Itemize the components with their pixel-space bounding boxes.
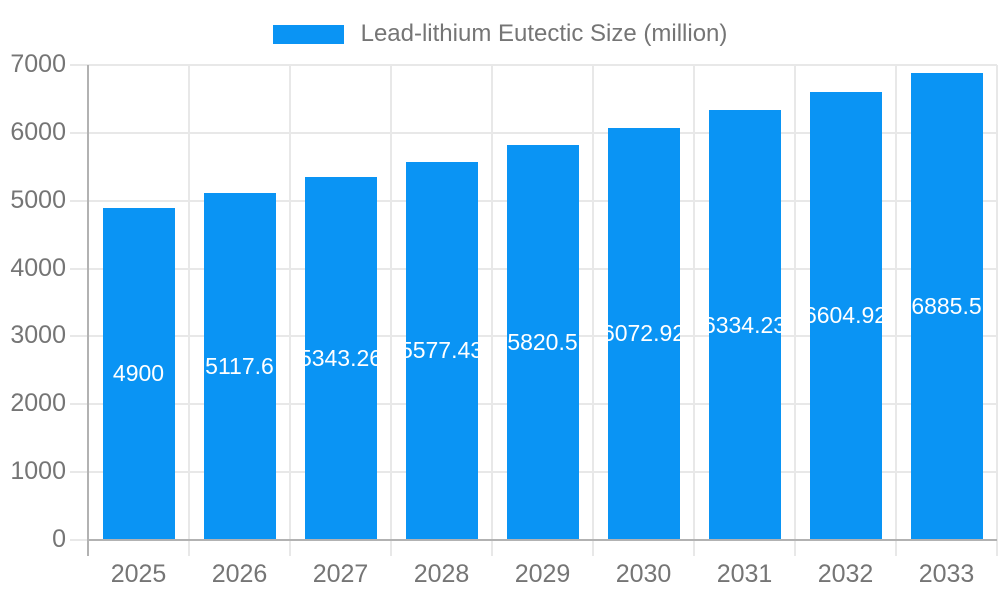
bar: 6334.23 (708, 110, 781, 540)
y-axis-line (87, 65, 89, 556)
h-gridline (88, 131, 997, 134)
bar: 5117.6 (203, 192, 276, 540)
x-tick-label: 2026 (211, 560, 268, 588)
legend: Lead-lithium Eutectic Size (million) (0, 18, 1000, 50)
bar: 5577.43 (405, 161, 478, 540)
y-tick-mark (70, 539, 88, 541)
y-tick-label: 0 (52, 525, 66, 553)
x-axis-line (88, 539, 997, 541)
x-tick-label: 2029 (514, 560, 571, 588)
bar-value-label: 6885.5 (911, 292, 982, 319)
y-tick-mark (70, 64, 88, 66)
bar: 6072.92 (607, 127, 680, 540)
x-tick-label: 2027 (312, 560, 369, 588)
bar-value-label: 6072.92 (607, 320, 680, 347)
y-tick-label: 6000 (10, 117, 66, 146)
v-gridline (996, 65, 998, 556)
v-gridline (390, 65, 392, 556)
bar: 4900 (102, 207, 175, 540)
y-tick-mark (70, 131, 88, 134)
y-tick-label: 3000 (10, 321, 66, 350)
bar-value-label: 5820.5 (507, 329, 578, 355)
legend-label: Lead-lithium Eutectic Size (million) (360, 20, 728, 47)
legend-swatch (272, 24, 344, 44)
x-tick-label: 2032 (817, 560, 874, 588)
bar: 5343.26 (304, 177, 377, 540)
v-gridline (693, 65, 695, 556)
y-tick-label: 5000 (10, 185, 66, 214)
y-tick-mark (70, 267, 88, 270)
x-tick-label: 2025 (110, 560, 167, 588)
y-tick-mark (70, 471, 88, 474)
v-gridline (188, 65, 190, 556)
bar-value-label: 5117.6 (205, 352, 274, 379)
v-gridline (895, 65, 897, 556)
x-tick-label: 2033 (918, 560, 975, 588)
y-tick-label: 1000 (10, 457, 66, 486)
y-tick-label: 4000 (10, 253, 66, 282)
bar-value-label: 4900 (112, 360, 165, 387)
x-tick-label: 2031 (716, 560, 773, 588)
bar: 5820.5 (506, 145, 579, 540)
bar-value-label: 6334.23 (708, 311, 781, 338)
y-tick-label: 2000 (10, 389, 66, 418)
y-tick-mark (70, 335, 88, 338)
bar-value-label: 6604.92 (809, 302, 882, 329)
v-gridline (491, 65, 493, 556)
h-gridline (88, 64, 997, 66)
x-tick-label: 2030 (615, 560, 672, 588)
bar: 6604.92 (809, 91, 882, 540)
v-gridline (289, 65, 291, 556)
v-gridline (794, 65, 796, 556)
x-tick-label: 2028 (413, 560, 470, 588)
bar-value-label: 5577.43 (405, 337, 478, 364)
bar: 6885.5 (910, 72, 983, 540)
bar-value-label: 5343.26 (304, 345, 377, 372)
y-tick-label: 7000 (10, 50, 66, 78)
y-tick-mark (70, 403, 88, 406)
v-gridline (592, 65, 594, 556)
y-tick-mark (70, 199, 88, 202)
